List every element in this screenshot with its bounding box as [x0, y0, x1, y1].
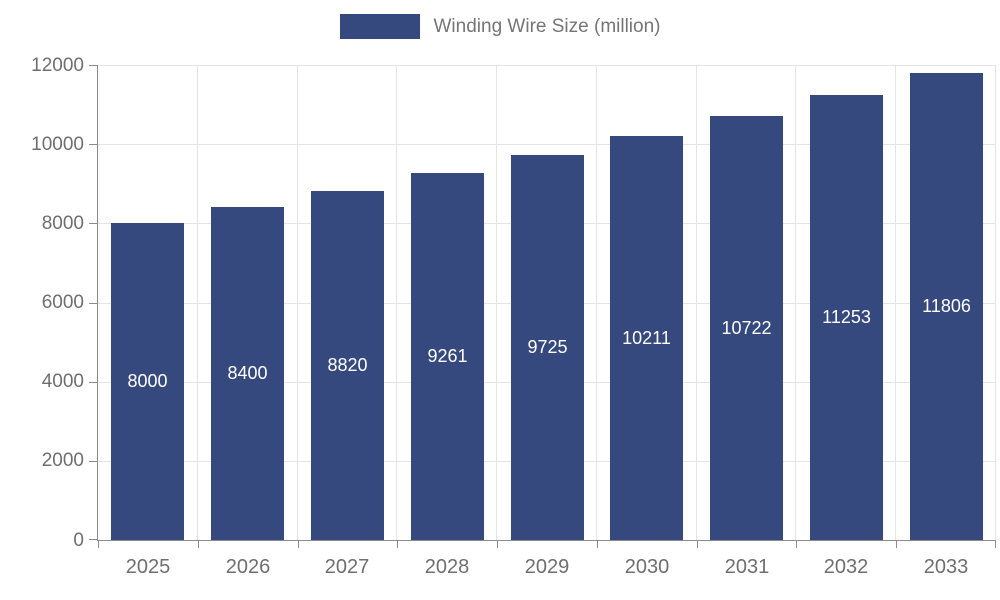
legend-label: Winding Wire Size (million) — [433, 15, 661, 37]
legend-swatch — [339, 14, 420, 39]
x-axis-tick — [597, 540, 598, 548]
x-tick-label: 2025 — [125, 556, 171, 578]
y-axis-tick — [89, 539, 97, 540]
gridline-v — [496, 65, 497, 540]
bar-value-label: 8400 — [227, 363, 268, 383]
x-tick-label: 2027 — [324, 556, 370, 578]
x-tick-label: 2033 — [923, 556, 969, 578]
gridline-v — [197, 65, 198, 540]
gridline-h — [98, 144, 996, 146]
y-tick-label: 10000 — [31, 133, 84, 155]
y-axis-tick — [89, 144, 97, 146]
y-tick-label: 6000 — [41, 292, 84, 313]
x-axis-tick — [397, 540, 398, 548]
bar-value-label: 10722 — [721, 317, 772, 338]
y-axis-tick — [89, 381, 97, 383]
gridline-v — [297, 65, 298, 540]
y-tick-label: 4000 — [41, 371, 84, 393]
gridline-v — [396, 65, 397, 540]
x-axis-tick — [995, 540, 996, 548]
bar-value-label: 9261 — [427, 346, 468, 366]
y-tick-label: 8000 — [41, 212, 84, 234]
bar: 10722 — [710, 116, 783, 540]
gridline-h — [98, 65, 996, 66]
y-tick-label: 12000 — [31, 54, 84, 76]
x-tick-label: 2030 — [624, 556, 670, 578]
gridline-v — [696, 65, 697, 540]
x-axis-tick — [796, 540, 797, 548]
x-tick-label: 2032 — [823, 556, 869, 578]
y-axis-tick — [89, 460, 97, 462]
gridline-v — [795, 65, 796, 540]
gridline-v — [596, 65, 597, 540]
x-axis-tick — [198, 540, 199, 548]
bar-value-label: 8820 — [327, 355, 368, 375]
x-axis-tick — [98, 540, 99, 548]
y-axis-tick — [89, 65, 97, 66]
x-tick-label: 2031 — [724, 556, 770, 578]
y-axis-tick — [89, 223, 97, 225]
x-tick-label: 2028 — [424, 556, 470, 578]
bar: 11806 — [910, 73, 983, 540]
y-axis-tick — [89, 302, 97, 304]
bar: 11253 — [810, 95, 883, 540]
x-axis-tick — [697, 540, 698, 548]
legend[interactable]: Winding Wire Size (million) — [0, 14, 1000, 39]
x-axis-tick — [298, 540, 299, 548]
bar: 10211 — [610, 136, 683, 540]
x-axis-tick — [896, 540, 897, 548]
x-tick-label: 2026 — [225, 556, 271, 578]
x-axis-tick — [497, 540, 498, 548]
bar: 8000 — [111, 223, 184, 540]
bar-value-label: 11253 — [822, 307, 871, 327]
bar-value-label: 10211 — [622, 327, 671, 348]
bar-value-label: 11806 — [922, 296, 971, 316]
bar: 9261 — [411, 173, 484, 540]
plot-area: 0 2000 4000 6000 8000 10000 12000 2025 2026 2027 2… — [31, 55, 996, 578]
bar: 8820 — [311, 191, 384, 540]
bar: 8400 — [211, 207, 284, 540]
x-tick-label: 2029 — [524, 556, 570, 578]
bar-value-label: 9725 — [527, 337, 568, 357]
bar: 9725 — [511, 155, 584, 540]
bar-value-label: 8000 — [127, 371, 168, 391]
y-tick-label: 0 — [73, 529, 84, 551]
gridline-v — [895, 65, 896, 540]
gridline-v — [995, 65, 996, 540]
y-tick-label: 2000 — [41, 450, 84, 472]
